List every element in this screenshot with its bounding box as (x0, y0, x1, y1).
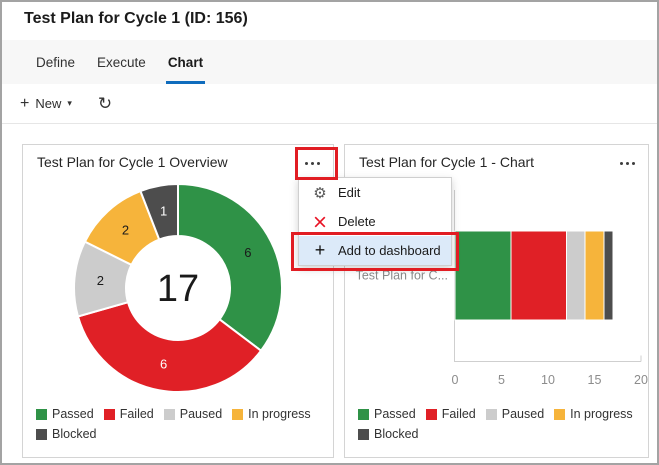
legend-item-blocked: Blocked (36, 426, 96, 442)
more-options-button[interactable] (299, 154, 325, 172)
legend-swatch (554, 408, 566, 420)
legend-item-passed: Passed (358, 406, 416, 422)
legend-swatch (36, 428, 47, 440)
menu-item-delete[interactable]: Delete (299, 207, 451, 236)
bar-chart: Test Plan for C... 0 5 10 15 20 (356, 190, 648, 387)
legend-swatch (358, 408, 369, 420)
chevron-down-icon: ▾ (67, 98, 72, 108)
menu-item-label: Delete (338, 214, 376, 229)
legend-label: In progress (248, 407, 311, 421)
refresh-icon: ↻ (97, 94, 113, 113)
svg-text:20: 20 (634, 373, 648, 387)
gear-icon: ⚙ (313, 183, 327, 202)
legend-label: In progress (570, 407, 633, 421)
legend-swatch (163, 408, 175, 420)
legend-swatch (485, 408, 497, 420)
toolbar: + New ▾ ↻ (2, 84, 657, 124)
legend-swatch (103, 408, 115, 420)
x-icon (310, 216, 330, 228)
chart-legend: Passed Failed Paused In progress Blocked (358, 406, 642, 442)
legend-item-in-progress: In progress (554, 406, 633, 422)
more-options-button[interactable] (614, 154, 640, 172)
legend-item-failed: Failed (103, 406, 154, 422)
tab-chart[interactable]: Chart (165, 40, 206, 84)
tab-execute[interactable]: Execute (97, 54, 146, 70)
legend-label: Paused (179, 407, 223, 421)
page-title: Test Plan for Cycle 1 (ID: 156) (24, 10, 248, 27)
plus-icon: + (20, 94, 30, 112)
card-title: Test Plan for Cycle 1 - Chart (359, 154, 535, 170)
menu-item-edit[interactable]: ⚙ Edit (299, 178, 451, 207)
bar-chart-card: Test Plan for C... 0 5 10 15 20 Test Plan for… (344, 144, 649, 458)
plus-icon: + (314, 239, 326, 260)
legend-label: Failed (441, 407, 476, 421)
card-title: Test Plan for Cycle 1 Overview (37, 154, 228, 170)
svg-text:Test Plan for C...: Test Plan for C... (356, 269, 448, 283)
menu-item-add-to-dashboard[interactable]: + Add to dashboard (299, 236, 451, 265)
legend-label: Passed (374, 407, 416, 421)
legend-label: Paused (501, 407, 545, 421)
legend-swatch (232, 408, 244, 420)
tab-define[interactable]: Define (36, 54, 76, 70)
svg-text:1: 1 (160, 203, 167, 218)
new-button-label: New (35, 96, 62, 111)
menu-item-label: Edit (338, 185, 361, 200)
svg-text:0: 0 (452, 373, 459, 387)
svg-text:17: 17 (157, 268, 199, 310)
svg-text:6: 6 (244, 245, 251, 260)
svg-text:2: 2 (97, 273, 104, 288)
menu-item-label: Add to dashboard (338, 243, 441, 258)
svg-text:2: 2 (122, 222, 129, 237)
tab-bar: Define Execute Chart (2, 40, 657, 84)
donut-chart: 6 6 2 2 1 17 (73, 182, 283, 393)
legend-swatch (36, 408, 47, 420)
donut-chart-card: 6 6 2 2 1 17 Test Plan for Cycle 1 Overview P… (22, 144, 334, 458)
legend-label: Blocked (52, 427, 97, 441)
legend-item-paused: Paused (163, 406, 223, 422)
legend-item-failed: Failed (425, 406, 476, 422)
context-menu: ⚙ Edit Delete + Add to dashboard (298, 177, 452, 266)
legend-item-passed: Passed (36, 406, 94, 422)
legend-label: Passed (52, 407, 94, 421)
legend-label: Blocked (374, 427, 419, 441)
svg-text:5: 5 (498, 373, 505, 387)
svg-text:15: 15 (588, 373, 602, 387)
legend-swatch (358, 428, 369, 440)
new-button[interactable]: + New ▾ (20, 94, 72, 112)
legend-item-in-progress: In progress (232, 406, 311, 422)
svg-text:10: 10 (541, 373, 555, 387)
legend-swatch (425, 408, 437, 420)
legend-label: Failed (119, 407, 154, 421)
legend-item-paused: Paused (485, 406, 545, 422)
chart-legend: Passed Failed Paused In progress Blocked (36, 406, 327, 442)
legend-item-blocked: Blocked (358, 426, 418, 442)
svg-text:6: 6 (160, 357, 167, 372)
refresh-button[interactable]: ↻ (98, 95, 112, 112)
